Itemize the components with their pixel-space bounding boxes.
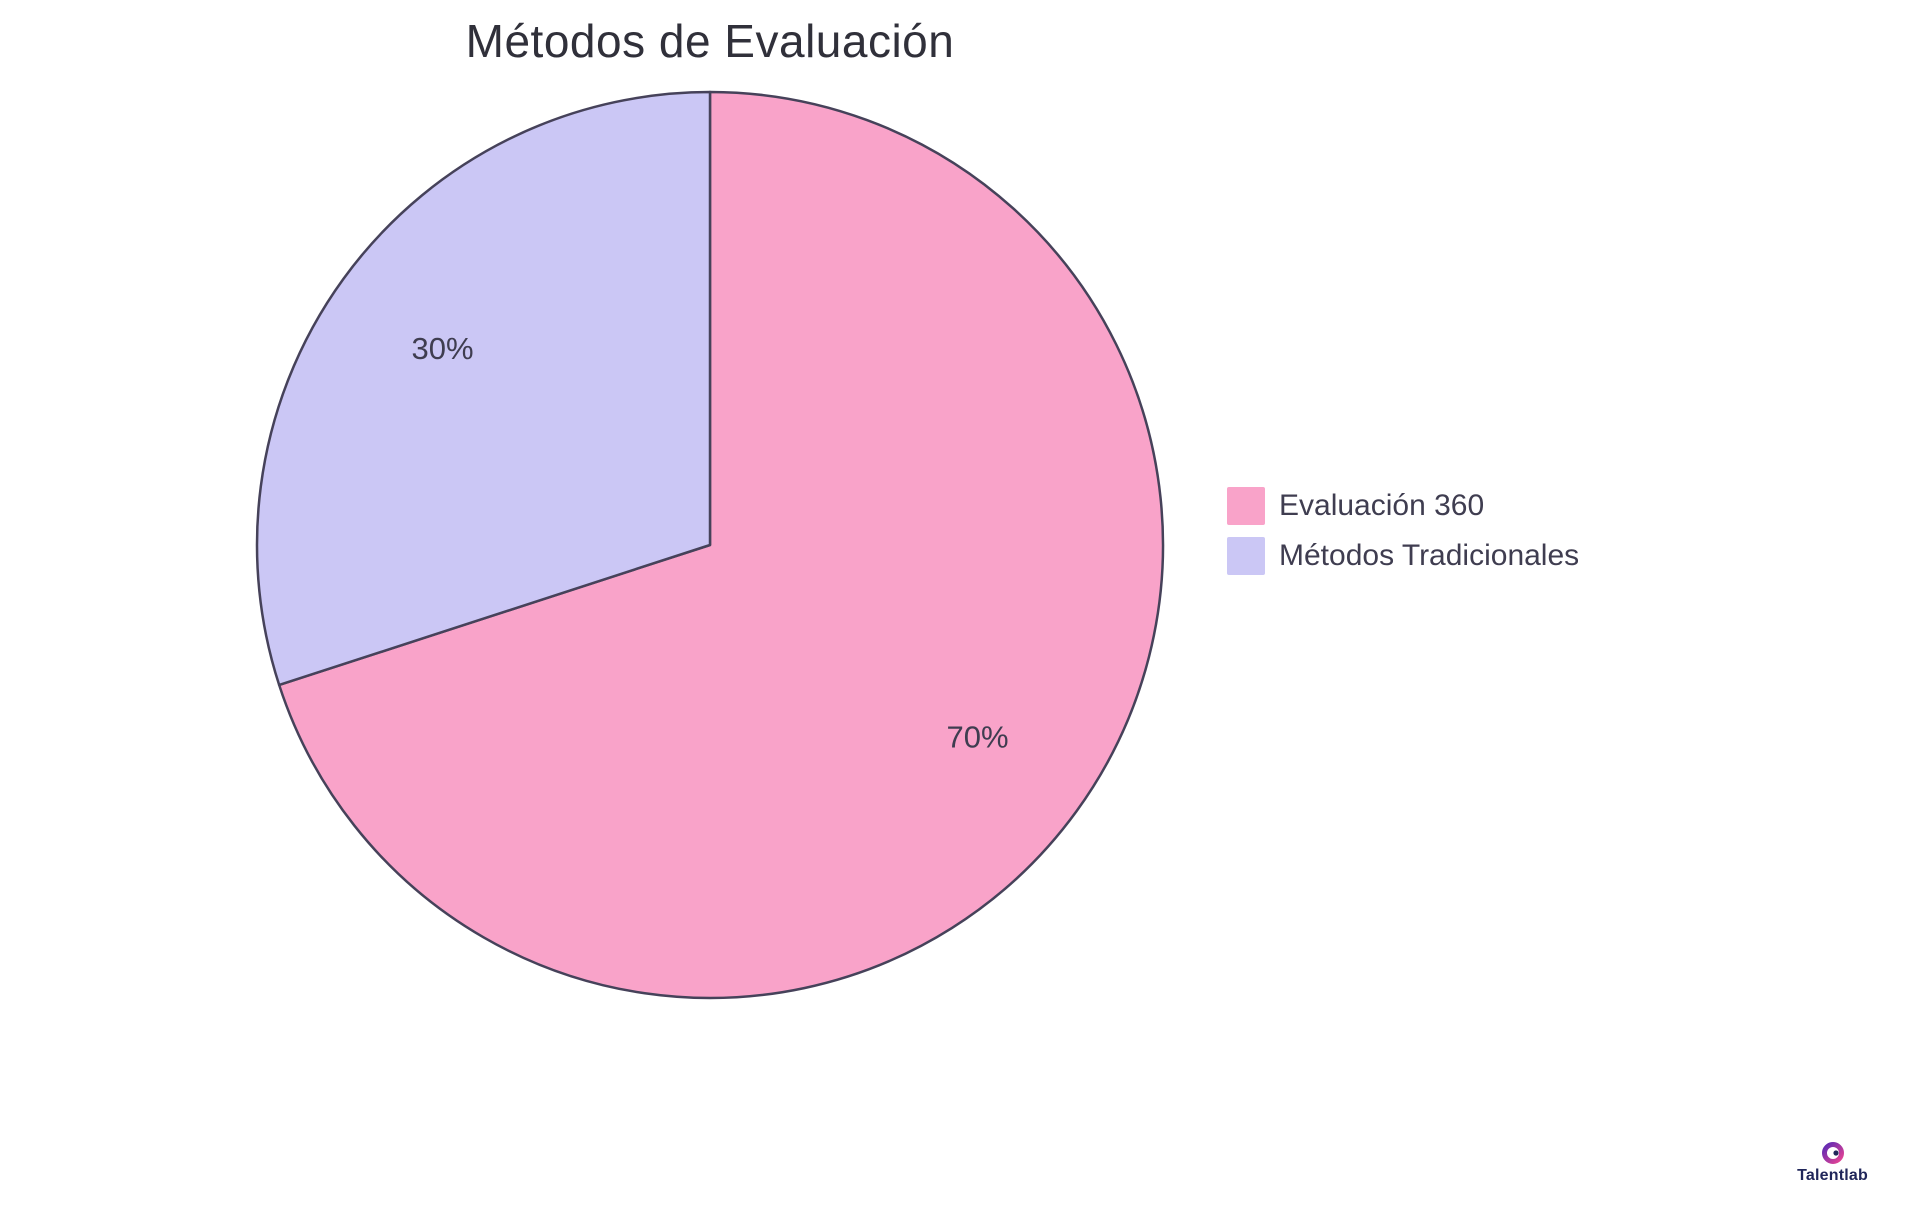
chart-legend: Evaluación 360 Métodos Tradicionales: [1227, 487, 1579, 575]
slice-value-label-0: 70%: [946, 720, 1008, 755]
legend-swatch-evaluacion-360: [1227, 487, 1265, 525]
pie-slices: [255, 90, 1165, 1000]
pie-slice-0: [277, 90, 1165, 1000]
legend-item-metodos-tradicionales: Métodos Tradicionales: [1227, 537, 1579, 575]
talentlab-logo: Talentlab: [1797, 1142, 1868, 1185]
talentlab-logo-text: Talentlab: [1797, 1167, 1868, 1184]
talentlab-logo-icon: [1821, 1142, 1844, 1164]
pie-slice-labels: 70% 30%: [411, 331, 1008, 755]
pie-slice-1: [255, 90, 712, 687]
legend-label-metodos-tradicionales: Métodos Tradicionales: [1279, 539, 1580, 572]
slice-value-label-1: 30%: [411, 331, 473, 366]
legend-label-evaluacion-360: Evaluación 360: [1279, 489, 1485, 522]
legend-item-evaluacion-360: Evaluación 360: [1227, 487, 1579, 525]
chart-title: Métodos de Evaluación: [465, 15, 955, 67]
legend-swatch-metodos-tradicionales: [1227, 537, 1265, 575]
